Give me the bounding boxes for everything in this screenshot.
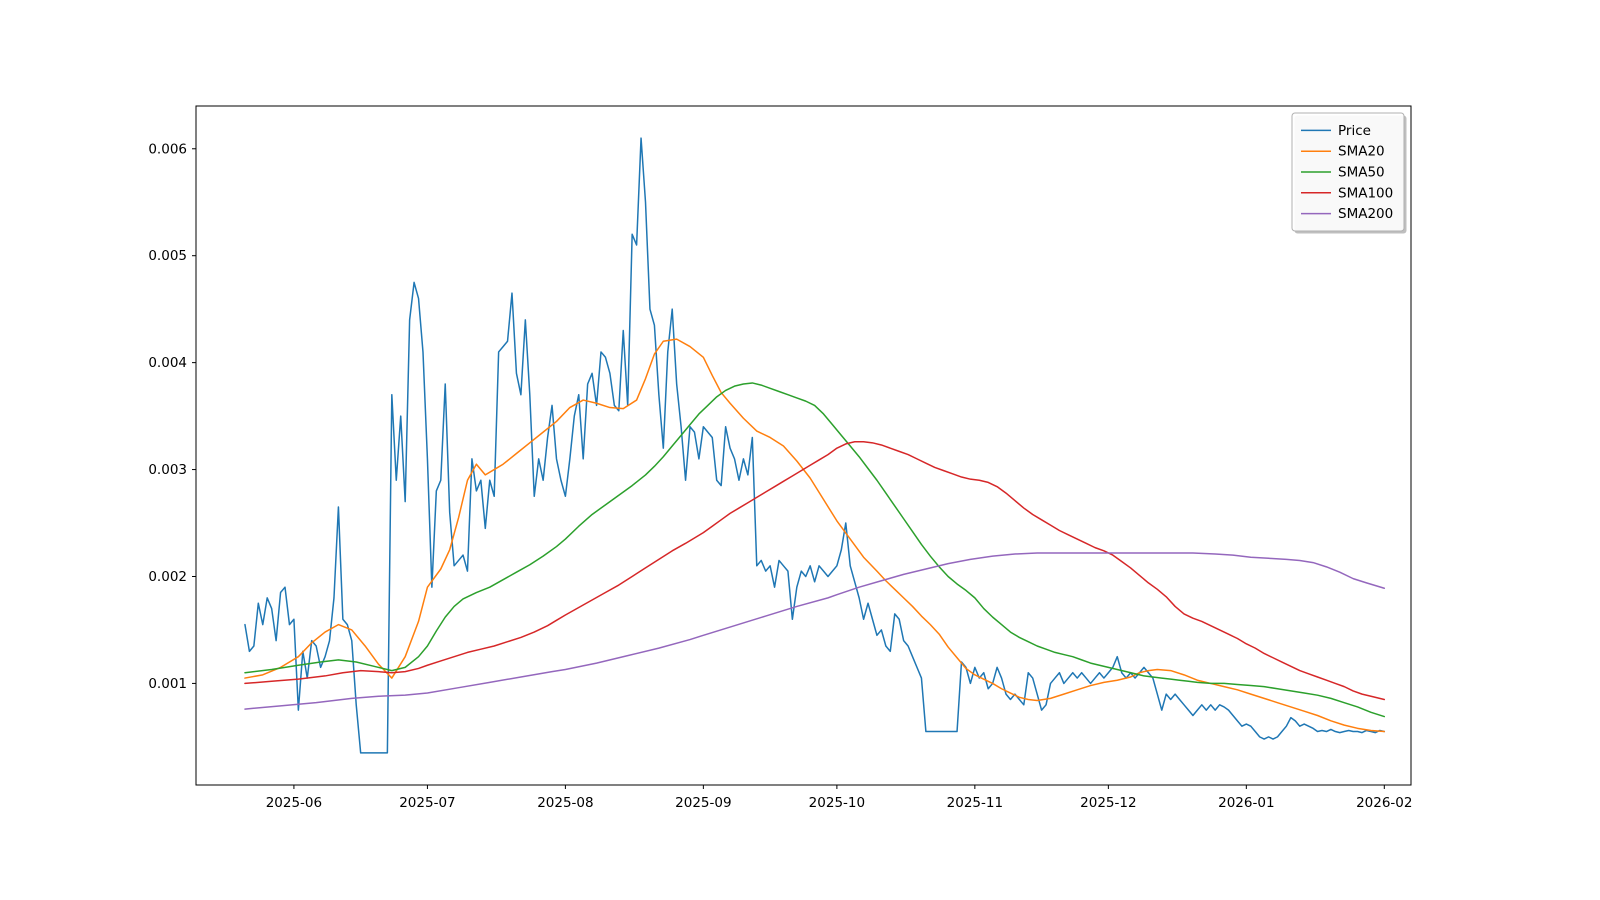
x-tick-label: 2025-09 — [675, 795, 731, 811]
y-tick-label: 0.006 — [148, 141, 187, 157]
y-tick-label: 0.003 — [148, 462, 187, 478]
x-tick-label: 2025-12 — [1080, 795, 1136, 811]
series-line-sma50 — [244, 382, 1386, 718]
axes-spines — [195, 105, 1412, 786]
legend-label-sma50: SMA50 — [1338, 165, 1385, 181]
legend-label-sma100: SMA100 — [1338, 185, 1393, 201]
y-tick-label: 0.001 — [148, 676, 187, 692]
y-tick-label: 0.002 — [148, 569, 187, 585]
x-tick-label: 2025-08 — [537, 795, 593, 811]
series-line-sma200 — [244, 552, 1386, 710]
x-tick-label: 2025-10 — [809, 795, 865, 811]
x-tick-label: 2025-07 — [399, 795, 455, 811]
series-line-price — [244, 137, 1386, 754]
series-line-sma100 — [244, 441, 1386, 701]
x-tick-label: 2026-02 — [1356, 795, 1412, 811]
y-tick-label: 0.004 — [148, 355, 187, 371]
legend-label-sma20: SMA20 — [1338, 144, 1385, 160]
x-tick-label: 2026-01 — [1218, 795, 1274, 811]
x-tick-label: 2025-11 — [947, 795, 1003, 811]
legend-box — [1291, 112, 1405, 232]
legend-label-sma200: SMA200 — [1338, 206, 1393, 222]
x-tick-label: 2025-06 — [266, 795, 322, 811]
legend-label-price: Price — [1338, 123, 1371, 139]
y-tick-label: 0.005 — [148, 248, 187, 264]
series-line-sma20 — [244, 338, 1386, 733]
